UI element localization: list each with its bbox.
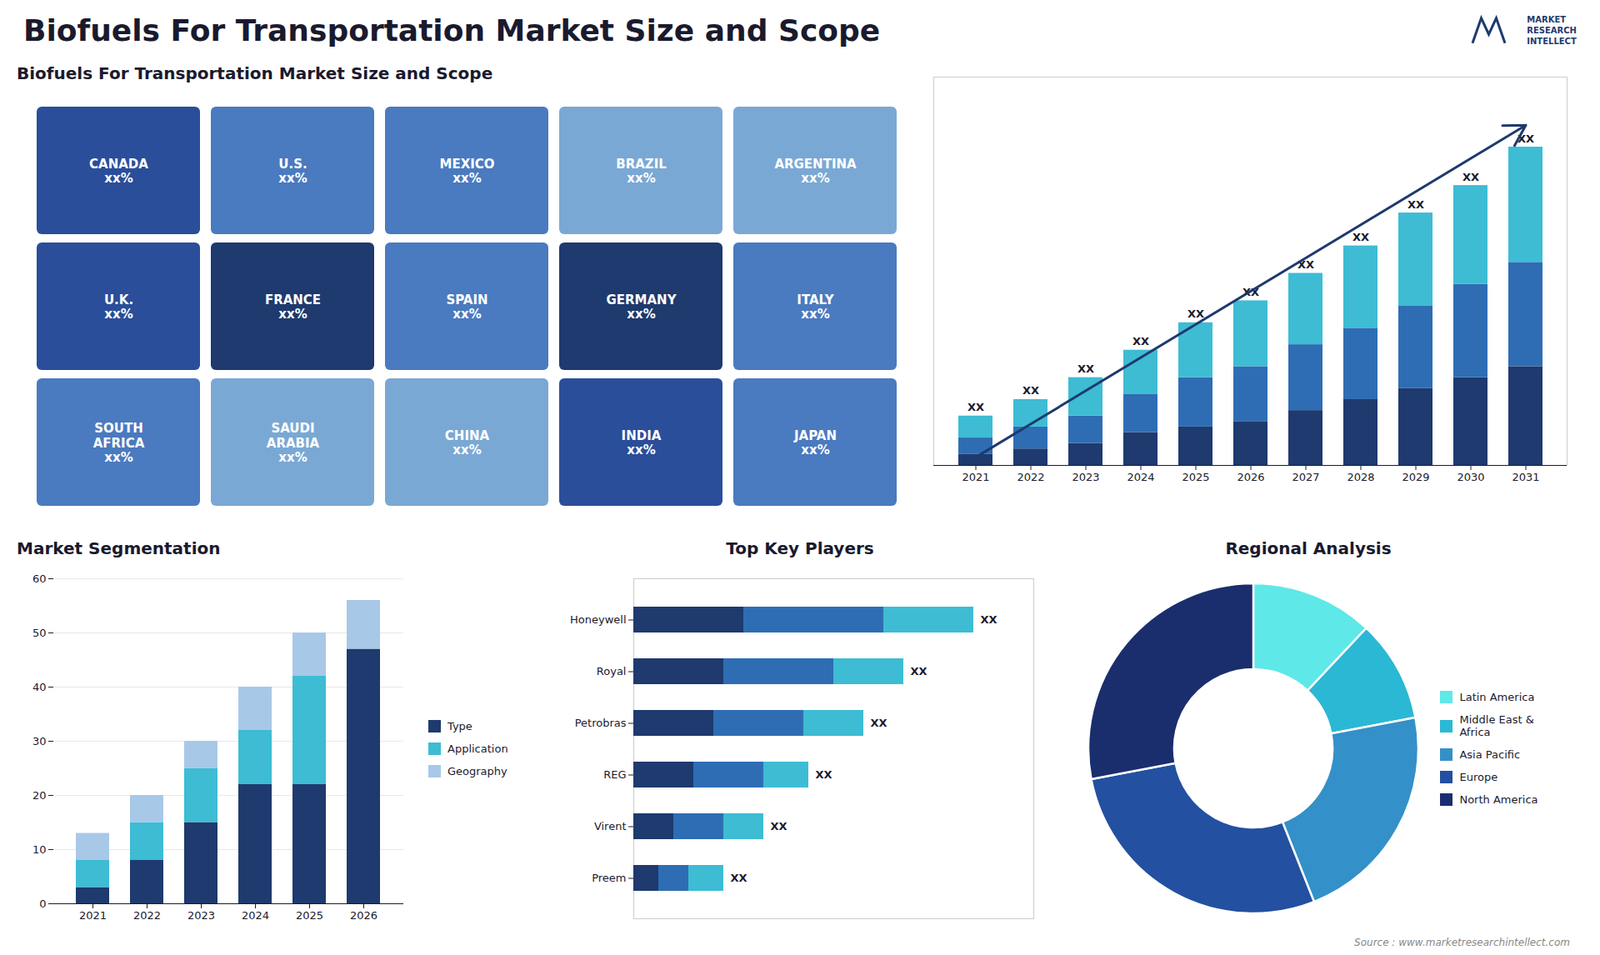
- svg-text:BRAZILxx%: BRAZILxx%: [615, 156, 667, 186]
- svg-text:2027: 2027: [1291, 470, 1320, 484]
- svg-text:XX: XX: [1242, 285, 1260, 299]
- svg-text:XX: XX: [1022, 384, 1040, 397]
- svg-text:2028: 2028: [1346, 470, 1375, 484]
- svg-text:60: 60: [32, 572, 47, 585]
- svg-text:2024: 2024: [1126, 470, 1155, 484]
- svg-text:30: 30: [32, 735, 47, 748]
- svg-text:2022: 2022: [133, 909, 161, 922]
- svg-text:0: 0: [39, 897, 46, 910]
- html-text:Application: Application: [447, 742, 508, 755]
- svg-text:MEXICOxx%: MEXICOxx%: [439, 156, 495, 186]
- html-text:Middle East & Africa: Middle East & Africa: [1459, 713, 1534, 739]
- svg-text:XX: XX: [1462, 170, 1480, 184]
- html-text:Geography: Geography: [447, 764, 508, 778]
- svg-text:2023: 2023: [187, 909, 215, 922]
- svg-text:U.K.xx%: U.K.xx%: [104, 292, 134, 322]
- svg-text:XX: XX: [980, 613, 998, 626]
- svg-text:XX: XX: [870, 716, 888, 730]
- svg-text:20: 20: [32, 789, 47, 802]
- html-text:Type: Type: [447, 719, 473, 733]
- svg-text:Preem: Preem: [591, 871, 626, 885]
- svg-text:U.S.xx%: U.S.xx%: [278, 156, 307, 186]
- svg-text:Petrobras: Petrobras: [575, 716, 627, 730]
- svg-text:2031: 2031: [1511, 470, 1540, 484]
- html-text:Top Key Players: Top Key Players: [726, 538, 874, 559]
- svg-text:10: 10: [32, 843, 47, 856]
- svg-text:SOUTHAFRICAxx%: SOUTHAFRICAxx%: [93, 420, 145, 465]
- svg-text:2022: 2022: [1016, 470, 1045, 484]
- svg-text:XX: XX: [770, 820, 788, 833]
- html-text:Latin America: Latin America: [1459, 690, 1535, 704]
- svg-text:Royal: Royal: [596, 665, 627, 678]
- svg-text:XX: XX: [1187, 307, 1205, 320]
- html-text:Asia Pacific: Asia Pacific: [1459, 748, 1521, 761]
- html-text:Biofuels For Transportation Ma: Biofuels For Transportation Market Size …: [23, 12, 881, 48]
- svg-text:Virent: Virent: [594, 820, 627, 833]
- svg-text:2025: 2025: [1181, 470, 1210, 484]
- svg-text:SAUDIARABIAxx%: SAUDIARABIAxx%: [266, 420, 320, 465]
- svg-text:SPAINxx%: SPAINxx%: [445, 292, 488, 322]
- svg-text:XX: XX: [910, 665, 928, 678]
- svg-text:ARGENTINAxx%: ARGENTINAxx%: [774, 156, 857, 186]
- svg-text:2024: 2024: [241, 909, 270, 922]
- svg-text:XX: XX: [1132, 335, 1150, 348]
- svg-text:XX: XX: [730, 871, 748, 885]
- svg-text:XX: XX: [1517, 132, 1535, 145]
- svg-text:ITALYxx%: ITALYxx%: [796, 292, 835, 322]
- svg-text:XX: XX: [1297, 258, 1315, 271]
- html-text:MARKET RESEARCH INTELLECT: MARKET RESEARCH INTELLECT: [1526, 14, 1577, 46]
- svg-text:2026: 2026: [350, 909, 378, 922]
- svg-text:FRANCExx%: FRANCExx%: [265, 292, 321, 322]
- svg-text:2029: 2029: [1401, 470, 1430, 484]
- html-text:North America: North America: [1459, 793, 1538, 806]
- svg-text:Honeywell: Honeywell: [570, 613, 627, 626]
- html-text:Regional Analysis: Regional Analysis: [1225, 538, 1392, 559]
- svg-text:2021: 2021: [79, 909, 107, 922]
- svg-text:2026: 2026: [1236, 470, 1265, 484]
- svg-text:XX: XX: [1352, 230, 1370, 244]
- html-text:Market Segmentation: Market Segmentation: [16, 538, 221, 559]
- svg-text:REG: REG: [603, 768, 626, 781]
- svg-text:XX: XX: [815, 768, 833, 781]
- svg-text:CHINAxx%: CHINAxx%: [445, 428, 490, 458]
- svg-text:JAPANxx%: JAPANxx%: [793, 428, 837, 458]
- svg-text:2025: 2025: [295, 909, 324, 922]
- svg-text:XX: XX: [1077, 362, 1095, 375]
- svg-text:40: 40: [32, 680, 47, 694]
- svg-text:2023: 2023: [1071, 470, 1100, 484]
- svg-text:XX: XX: [967, 400, 985, 414]
- svg-text:XX: XX: [1407, 198, 1425, 211]
- html-text:Source : www.marketresearchint: Source : www.marketresearchintellect.com: [1354, 936, 1570, 949]
- html-text:Europe: Europe: [1459, 770, 1498, 784]
- html-text:Biofuels For Transportation Ma: Biofuels For Transportation Market Size …: [16, 63, 493, 84]
- svg-text:2021: 2021: [961, 470, 990, 484]
- svg-text:GERMANYxx%: GERMANYxx%: [605, 292, 677, 322]
- svg-text:INDIAxx%: INDIAxx%: [621, 428, 662, 458]
- svg-text:50: 50: [32, 626, 47, 640]
- svg-text:CANADAxx%: CANADAxx%: [89, 156, 149, 186]
- svg-text:2030: 2030: [1456, 470, 1485, 484]
